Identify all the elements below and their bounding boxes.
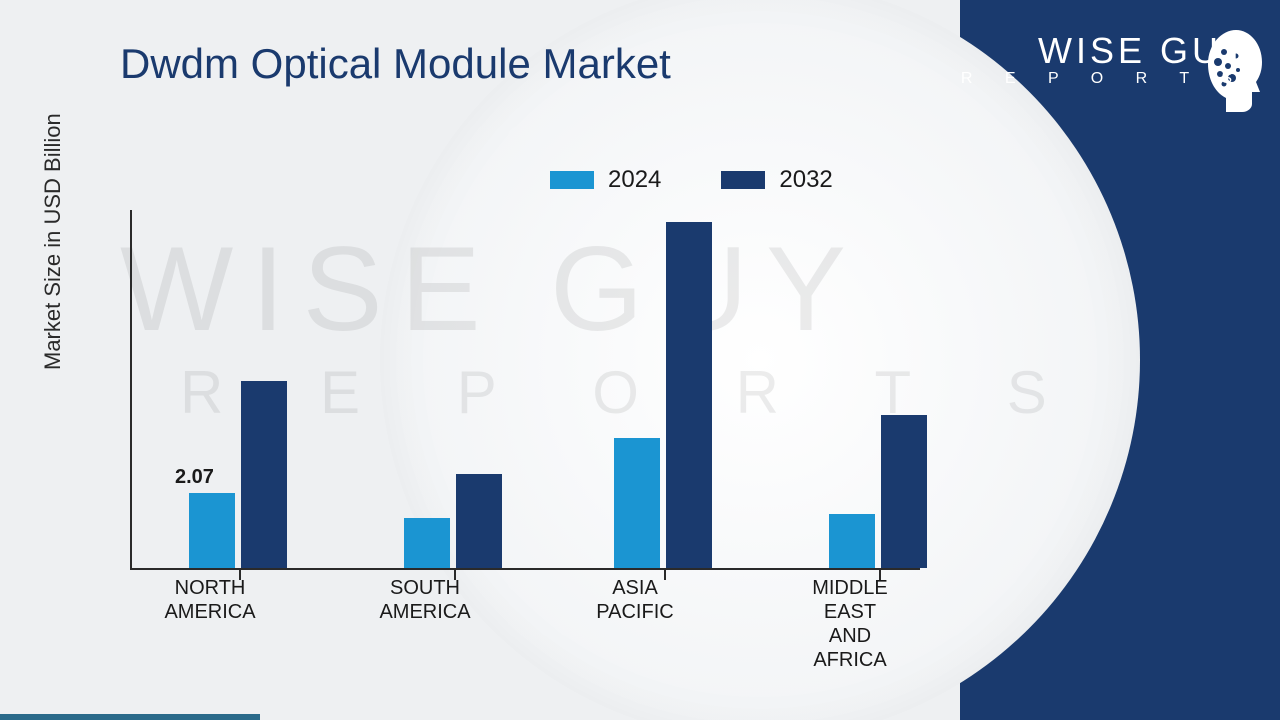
chart-area: Market Size in USD Billion 2.07 NORTH AM…: [100, 160, 920, 680]
y-axis-line: [130, 210, 132, 570]
bar-group: [815, 210, 945, 570]
bar-2024: [614, 438, 660, 568]
bar-2032: [241, 381, 287, 568]
bar-2024: [189, 493, 235, 568]
legend-label-2032: 2032: [779, 166, 832, 194]
bar-value-label: 2.07: [175, 466, 214, 489]
bottom-accent-bar: [0, 714, 260, 720]
category-label: SOUTH AMERICA: [345, 576, 505, 624]
bar-group: [390, 210, 520, 570]
bar-group: [600, 210, 730, 570]
bar-2024: [404, 518, 450, 568]
bar-2032: [456, 474, 502, 568]
bar-group: 2.07: [175, 210, 305, 570]
category-label: ASIA PACIFIC: [555, 576, 715, 624]
plot-area: 2.07: [130, 210, 920, 570]
y-axis-label: Market Size in USD Billion: [40, 113, 66, 370]
logo-line-2: R E P O R T S: [961, 70, 1250, 88]
legend-item-2024: 2024: [550, 166, 661, 194]
bar-2032: [666, 222, 712, 568]
legend-label-2024: 2024: [608, 166, 661, 194]
bar-2032: [881, 415, 927, 568]
chart-title: Dwdm Optical Module Market: [120, 40, 671, 88]
bar-2024: [829, 514, 875, 568]
legend: 2024 2032: [550, 166, 833, 194]
category-label: NORTH AMERICA: [130, 576, 290, 624]
legend-item-2032: 2032: [721, 166, 832, 194]
brand-logo: WISE GUY R E P O R T S: [961, 30, 1250, 88]
category-label: MIDDLE EAST AND AFRICA: [770, 576, 930, 672]
legend-swatch-2032: [721, 171, 765, 189]
legend-swatch-2024: [550, 171, 594, 189]
logo-line-1: WISE GUY: [961, 30, 1250, 72]
